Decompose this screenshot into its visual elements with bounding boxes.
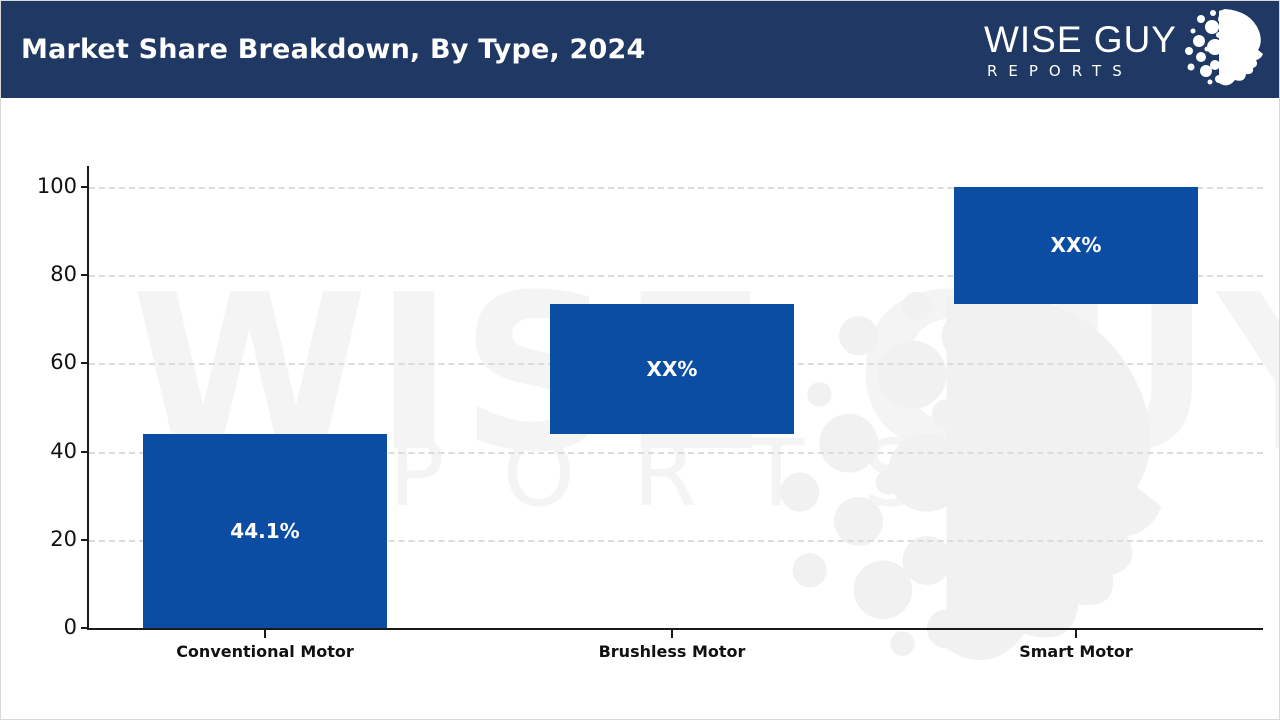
x-axis-category-label: Smart Motor [1019,642,1133,661]
y-axis-tick-label: 20 [50,526,77,551]
y-axis-tickmark [81,450,89,453]
wise-guy-reports-logo: WISE GUY REPORTS [984,7,1267,93]
logo-subtitle: REPORTS [986,61,1133,80]
gridline-y100 [89,187,1263,189]
plot-area: 0 20 40 60 80 100 44.1% Conventional Motor XX% Br… [1,98,1279,719]
y-axis-tick-label: 0 [63,615,77,639]
x-axis-tickmark [264,630,266,638]
y-axis-tickmark [81,362,89,365]
bar-value-label: XX% [1050,233,1102,258]
header-band: Market Share Breakdown, By Type, 2024 WI… [1,1,1279,98]
x-axis-line [87,628,1263,630]
y-axis-line [87,166,89,630]
x-axis-tickmark [1075,630,1077,638]
bar-smart-motor: XX% [954,187,1198,304]
bar-value-label: 44.1% [230,518,300,543]
gridline-y20 [89,539,1263,542]
y-axis-tick-label: 60 [50,350,77,375]
bar-brushless-motor: XX% [550,303,794,434]
y-axis-tick-label: 80 [50,262,77,287]
gridline-y80 [89,275,1263,278]
y-axis-tickmark [81,538,89,541]
chart-title: Market Share Breakdown, By Type, 2024 [21,34,646,65]
logo-face-icon [1179,5,1267,95]
y-axis-tickmark [81,627,89,629]
bar-value-label: XX% [646,356,698,381]
x-axis-tickmark [671,630,673,638]
y-axis-tick-label: 40 [50,438,77,463]
logo-wordmark: WISE GUY [983,18,1177,60]
x-axis-category-label: Conventional Motor [176,642,354,661]
y-axis-tick-label: 100 [36,174,77,198]
y-axis-tickmark [81,274,89,277]
gridline-y40 [89,451,1263,454]
bar-conventional-motor: 44.1% [143,433,387,628]
y-axis-tickmark [81,186,89,188]
x-axis-category-label: Brushless Motor [598,642,746,661]
